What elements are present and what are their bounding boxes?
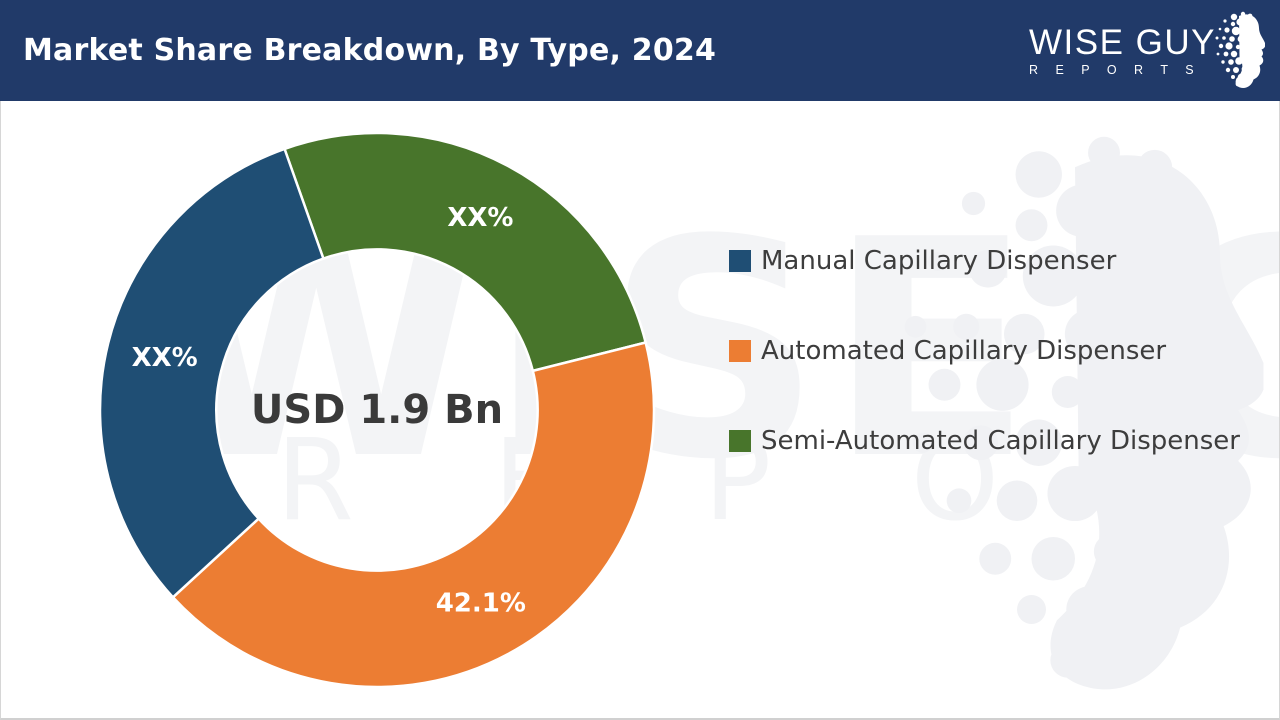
legend-item: Automated Capillary Dispenser [729, 335, 1240, 366]
brand-face-icon [1204, 11, 1266, 91]
donut-slices [98, 131, 656, 689]
donut-slice-labels: XX% 42.1% XX% [132, 203, 526, 618]
page-title: Market Share Breakdown, By Type, 2024 [23, 33, 717, 68]
legend: Manual Capillary Dispenser Automated Capi… [729, 245, 1240, 456]
brand-name: WISE GUY [1028, 22, 1216, 62]
brand-logo: WISE GUY R E P O R T S [1029, 11, 1266, 91]
brand-text: WISE GUY R E P O R T S [1029, 25, 1216, 77]
legend-swatch-icon [729, 249, 751, 272]
brand-reports: R E P O R T S [1028, 62, 1201, 77]
pie-slice-semi-automated-capillary-dispenser [283, 131, 647, 373]
pie-slice-manual-capillary-dispenser [98, 147, 325, 599]
legend-item: Manual Capillary Dispenser [729, 245, 1240, 276]
pie-slice-automated-capillary-dispenser [171, 341, 656, 689]
header-bar: Market Share Breakdown, By Type, 2024 WI… [0, 0, 1280, 101]
donut-chart: XX% 42.1% XX% USD 1.9 Bn [98, 131, 656, 689]
legend-swatch-icon [729, 339, 751, 362]
slice-value-label: 42.1% [436, 589, 526, 619]
legend-label: Automated Capillary Dispenser [761, 335, 1167, 366]
slice-value-label: XX% [132, 343, 198, 373]
legend-label: Manual Capillary Dispenser [761, 245, 1117, 276]
donut-center-label: USD 1.9 Bn [251, 387, 503, 433]
legend-label: Semi-Automated Capillary Dispenser [761, 425, 1240, 456]
chart-area: WISE GUY R E P O R T S XX%42.1%XX% USD 1… [0, 101, 1280, 720]
legend-swatch-icon [729, 429, 751, 452]
slice-value-label: XX% [447, 203, 513, 233]
legend-item: Semi-Automated Capillary Dispenser [729, 425, 1240, 456]
